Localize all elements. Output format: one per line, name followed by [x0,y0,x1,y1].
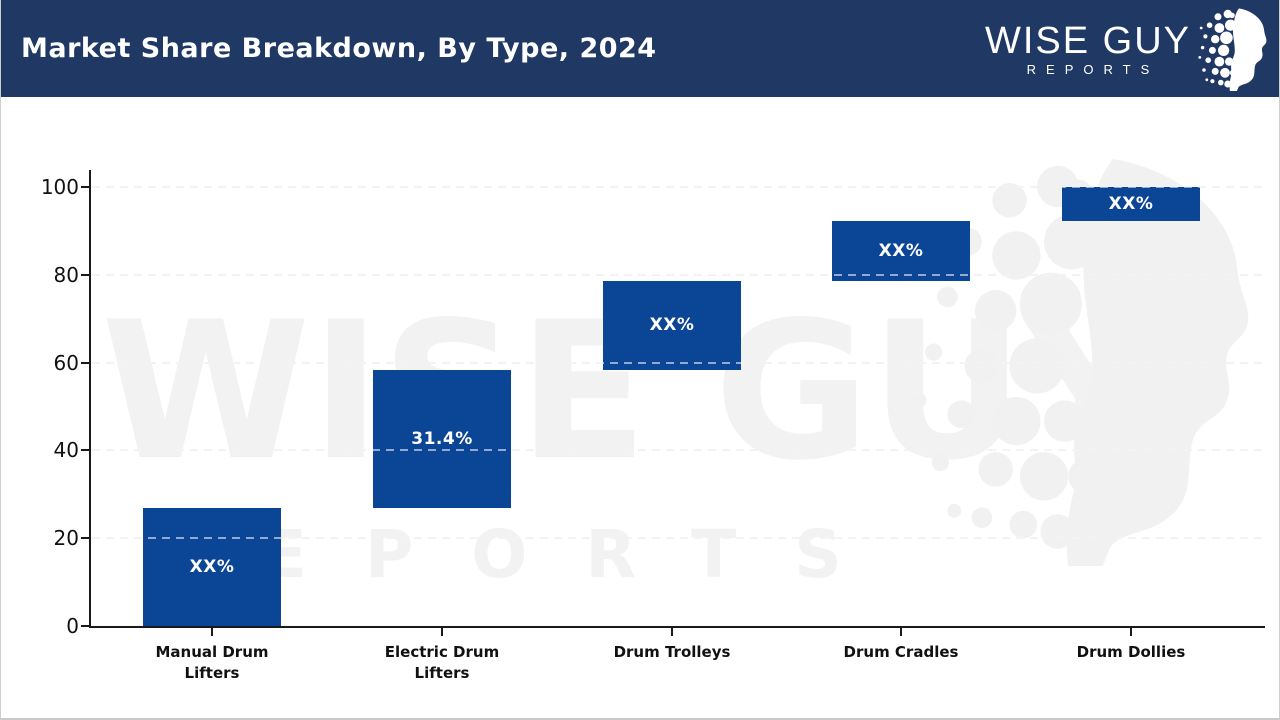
logo-wordmark: WISE GUY [984,19,1191,62]
y-tick-label: 20 [53,526,79,551]
logo-text: WISE GUY REPORTS [985,22,1191,76]
page-title: Market Share Breakdown, By Type, 2024 [21,33,657,64]
y-axis-line [89,170,91,628]
y-tick-label: 60 [53,350,79,375]
category-label: Drum Dollies [1076,643,1186,661]
y-tick-label: 0 [66,614,79,638]
bar [373,370,511,508]
grid-line-overlay [92,361,1265,364]
y-tick-mark [81,449,90,452]
chart-plot-area: WISE GUY REPORTS 0 20 40 60 80 100 XX% Manual D… [1,97,1279,718]
logo-subtitle: REPORTS [1026,61,1160,77]
wiseguy-logo: WISE GUY REPORTS [985,0,1267,97]
category-label: Drum Trolleys [613,643,731,661]
category-label: Drum Cradles [843,643,959,661]
y-tick-label: 80 [53,262,79,287]
y-tick-mark [81,273,90,276]
y-tick-mark [81,186,90,188]
bar [603,280,741,371]
category-label: Manual Drum Lifters [155,643,269,682]
x-tick-mark [441,628,443,636]
grid-line-overlay [92,186,1265,188]
bar-value-label: XX% [878,240,924,261]
x-tick-mark [671,628,673,636]
y-tick-label: 40 [53,438,79,463]
y-tick-mark [81,537,90,540]
bar [143,507,281,626]
category-label: Electric Drum Lifters [384,643,500,682]
y-tick-label: 100 [40,175,79,199]
bar-value-label: XX% [1108,193,1154,214]
x-axis-line [89,626,1265,628]
x-tick-mark [1130,628,1132,636]
x-tick-mark [900,628,902,636]
bar-value-label: 31.4% [411,428,473,449]
grid-line-overlay [92,449,1265,452]
bar-value-label: XX% [649,315,695,336]
x-tick-mark [211,628,213,636]
header-bar: Market Share Breakdown, By Type, 2024 WI… [1,0,1279,97]
grid-line-overlay [92,273,1265,276]
bar-value-label: XX% [189,556,235,577]
y-tick-mark [81,361,90,364]
grid-line-overlay [92,537,1265,540]
logo-face-icon [1198,7,1267,91]
y-tick-mark [81,625,90,627]
